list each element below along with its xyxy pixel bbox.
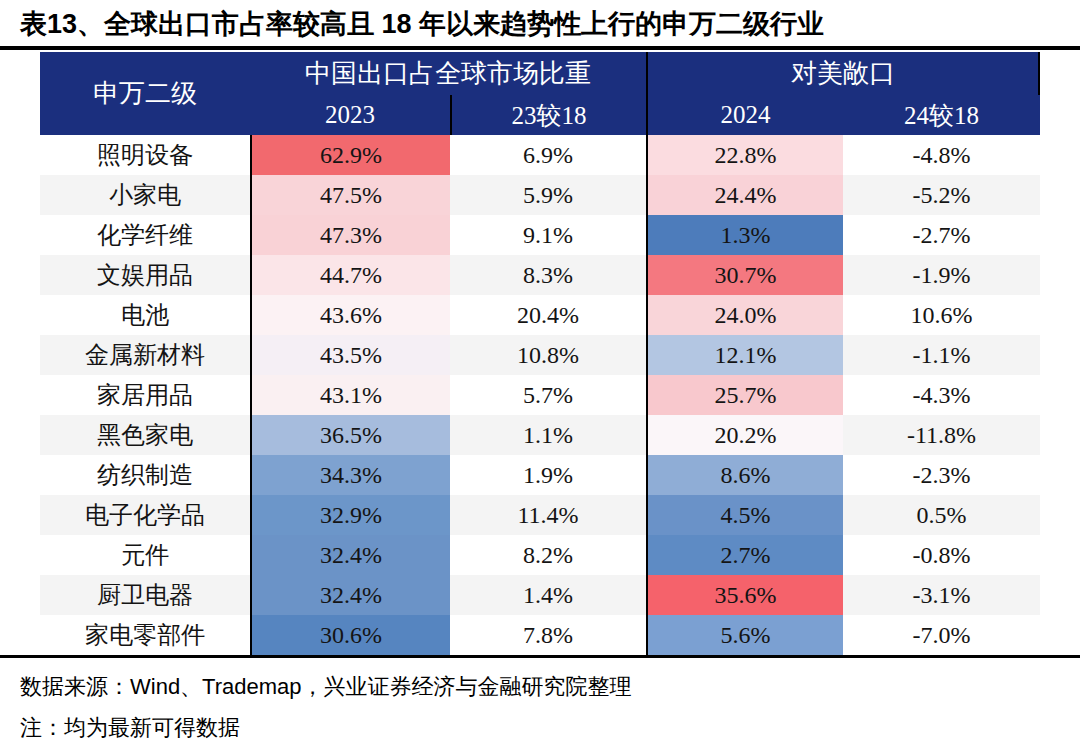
export-share-2023-cell: 36.5%	[250, 415, 450, 455]
us-exposure-change-cell: -4.8%	[843, 135, 1040, 175]
page-title: 表13、全球出口市占率较高且 18 年以来趋势性上行的申万二级行业	[0, 0, 1080, 46]
export-share-2023-cell: 34.3%	[250, 455, 450, 495]
table-row: 元件 32.4% 8.2% 2.7% -0.8%	[40, 535, 1040, 575]
export-share-change-cell: 1.1%	[450, 415, 646, 455]
export-share-2023-cell: 43.5%	[250, 335, 450, 375]
us-exposure-2024-cell: 22.8%	[646, 135, 843, 175]
table-row: 电池 43.6% 20.4% 24.0% 10.6%	[40, 295, 1040, 335]
us-exposure-change-cell: -5.2%	[843, 175, 1040, 215]
us-exposure-2024-cell: 35.6%	[646, 575, 843, 615]
export-share-change-cell: 10.8%	[450, 335, 646, 375]
export-share-2023-cell: 47.3%	[250, 215, 450, 255]
column-header-23-vs-18: 23较18	[450, 95, 646, 135]
us-exposure-2024-cell: 30.7%	[646, 255, 843, 295]
table-row: 金属新材料 43.5% 10.8% 12.1% -1.1%	[40, 335, 1040, 375]
us-exposure-2024-cell: 20.2%	[646, 415, 843, 455]
industry-name-cell: 小家电	[40, 175, 250, 215]
industry-name-cell: 金属新材料	[40, 335, 250, 375]
us-exposure-2024-cell: 1.3%	[646, 215, 843, 255]
us-exposure-change-cell: -2.3%	[843, 455, 1040, 495]
us-exposure-change-cell: -0.8%	[843, 535, 1040, 575]
column-group-export-share: 中国出口占全球市场比重	[250, 52, 646, 95]
table-row: 家居用品 43.1% 5.7% 25.7% -4.3%	[40, 375, 1040, 415]
table-row: 照明设备 62.9% 6.9% 22.8% -4.8%	[40, 135, 1040, 175]
us-exposure-2024-cell: 25.7%	[646, 375, 843, 415]
us-exposure-2024-cell: 24.4%	[646, 175, 843, 215]
export-share-2023-cell: 43.1%	[250, 375, 450, 415]
table-row: 化学纤维 47.3% 9.1% 1.3% -2.7%	[40, 215, 1040, 255]
table-row: 纺织制造 34.3% 1.9% 8.6% -2.3%	[40, 455, 1040, 495]
industry-name-cell: 化学纤维	[40, 215, 250, 255]
us-exposure-2024-cell: 8.6%	[646, 455, 843, 495]
us-exposure-2024-cell: 4.5%	[646, 495, 843, 535]
industry-name-cell: 电池	[40, 295, 250, 335]
data-table: 申万二级 中国出口占全球市场比重 对美敞口 2023 23较18 2024 24…	[40, 52, 1040, 655]
us-exposure-change-cell: -1.9%	[843, 255, 1040, 295]
export-share-2023-cell: 32.4%	[250, 535, 450, 575]
industry-name-cell: 电子化学品	[40, 495, 250, 535]
export-share-change-cell: 11.4%	[450, 495, 646, 535]
top-rule	[0, 46, 1080, 50]
export-share-2023-cell: 30.6%	[250, 615, 450, 655]
us-exposure-2024-cell: 12.1%	[646, 335, 843, 375]
us-exposure-2024-cell: 2.7%	[646, 535, 843, 575]
column-header-24-vs-18: 24较18	[843, 95, 1040, 135]
industry-name-cell: 厨卫电器	[40, 575, 250, 615]
export-share-change-cell: 8.3%	[450, 255, 646, 295]
export-share-2023-cell: 32.4%	[250, 575, 450, 615]
column-header-industry: 申万二级	[40, 52, 250, 135]
export-share-change-cell: 6.9%	[450, 135, 646, 175]
industry-name-cell: 照明设备	[40, 135, 250, 175]
industry-name-cell: 家居用品	[40, 375, 250, 415]
export-share-2023-cell: 43.6%	[250, 295, 450, 335]
industry-name-cell: 黑色家电	[40, 415, 250, 455]
note-line: 注：均为最新可得数据	[0, 714, 1080, 742]
table-row: 厨卫电器 32.4% 1.4% 35.6% -3.1%	[40, 575, 1040, 615]
industry-name-cell: 家电零部件	[40, 615, 250, 655]
us-exposure-change-cell: 10.6%	[843, 295, 1040, 335]
export-share-change-cell: 8.2%	[450, 535, 646, 575]
table-body: 照明设备 62.9% 6.9% 22.8% -4.8% 小家电 47.5% 5.…	[40, 135, 1040, 655]
us-exposure-change-cell: -2.7%	[843, 215, 1040, 255]
export-share-change-cell: 5.7%	[450, 375, 646, 415]
export-share-change-cell: 1.9%	[450, 455, 646, 495]
column-group-us-exposure: 对美敞口	[646, 52, 1040, 95]
table-row: 黑色家电 36.5% 1.1% 20.2% -11.8%	[40, 415, 1040, 455]
us-exposure-2024-cell: 24.0%	[646, 295, 843, 335]
us-exposure-change-cell: -4.3%	[843, 375, 1040, 415]
data-source-line: 数据来源：Wind、Trademap，兴业证券经济与金融研究院整理	[0, 673, 1080, 701]
us-exposure-change-cell: -1.1%	[843, 335, 1040, 375]
export-share-change-cell: 7.8%	[450, 615, 646, 655]
export-share-change-cell: 5.9%	[450, 175, 646, 215]
table-row: 文娱用品 44.7% 8.3% 30.7% -1.9%	[40, 255, 1040, 295]
industry-name-cell: 元件	[40, 535, 250, 575]
industry-name-cell: 纺织制造	[40, 455, 250, 495]
export-share-2023-cell: 62.9%	[250, 135, 450, 175]
column-header-2023: 2023	[250, 95, 450, 135]
export-share-2023-cell: 47.5%	[250, 175, 450, 215]
table-row: 小家电 47.5% 5.9% 24.4% -5.2%	[40, 175, 1040, 215]
us-exposure-change-cell: -11.8%	[843, 415, 1040, 455]
export-share-change-cell: 1.4%	[450, 575, 646, 615]
industry-name-cell: 文娱用品	[40, 255, 250, 295]
table-header: 申万二级 中国出口占全球市场比重 对美敞口 2023 23较18 2024 24…	[40, 52, 1040, 135]
export-share-2023-cell: 32.9%	[250, 495, 450, 535]
us-exposure-2024-cell: 5.6%	[646, 615, 843, 655]
export-share-2023-cell: 44.7%	[250, 255, 450, 295]
us-exposure-change-cell: -7.0%	[843, 615, 1040, 655]
us-exposure-change-cell: -3.1%	[843, 575, 1040, 615]
table-row: 电子化学品 32.9% 11.4% 4.5% 0.5%	[40, 495, 1040, 535]
bottom-rule	[0, 655, 1080, 658]
table-row: 家电零部件 30.6% 7.8% 5.6% -7.0%	[40, 615, 1040, 655]
export-share-change-cell: 20.4%	[450, 295, 646, 335]
us-exposure-change-cell: 0.5%	[843, 495, 1040, 535]
export-share-change-cell: 9.1%	[450, 215, 646, 255]
column-header-2024: 2024	[646, 95, 843, 135]
